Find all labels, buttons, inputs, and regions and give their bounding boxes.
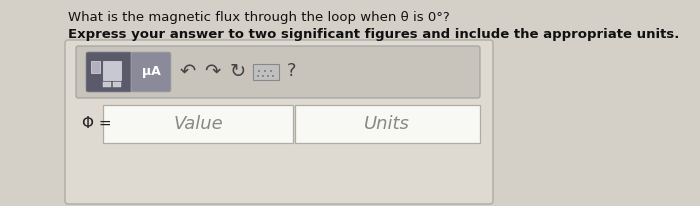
Text: Φ =: Φ = xyxy=(82,117,111,131)
Text: Express your answer to two significant figures and include the appropriate units: Express your answer to two significant f… xyxy=(68,28,680,41)
Bar xyxy=(253,64,279,80)
Text: μA: μA xyxy=(141,64,160,77)
FancyBboxPatch shape xyxy=(131,52,171,92)
Bar xyxy=(272,75,274,77)
Text: Units: Units xyxy=(364,115,410,133)
Bar xyxy=(103,61,121,80)
FancyBboxPatch shape xyxy=(295,105,480,143)
Text: ↶: ↶ xyxy=(180,62,196,81)
FancyBboxPatch shape xyxy=(65,40,493,204)
Text: ↻: ↻ xyxy=(230,62,246,81)
Text: Value: Value xyxy=(173,115,223,133)
Bar xyxy=(262,75,264,77)
FancyBboxPatch shape xyxy=(103,105,293,143)
Bar xyxy=(91,61,100,73)
Bar xyxy=(257,75,259,77)
Text: ↷: ↷ xyxy=(204,62,220,81)
FancyBboxPatch shape xyxy=(76,46,480,98)
Bar xyxy=(103,82,111,87)
Bar xyxy=(113,82,121,87)
Bar xyxy=(258,70,260,72)
Bar xyxy=(270,70,272,72)
Bar xyxy=(267,75,269,77)
Bar xyxy=(264,70,266,72)
FancyBboxPatch shape xyxy=(86,52,132,92)
Text: ?: ? xyxy=(287,62,297,80)
Text: What is the magnetic flux through the loop when θ is 0°?: What is the magnetic flux through the lo… xyxy=(68,11,449,24)
